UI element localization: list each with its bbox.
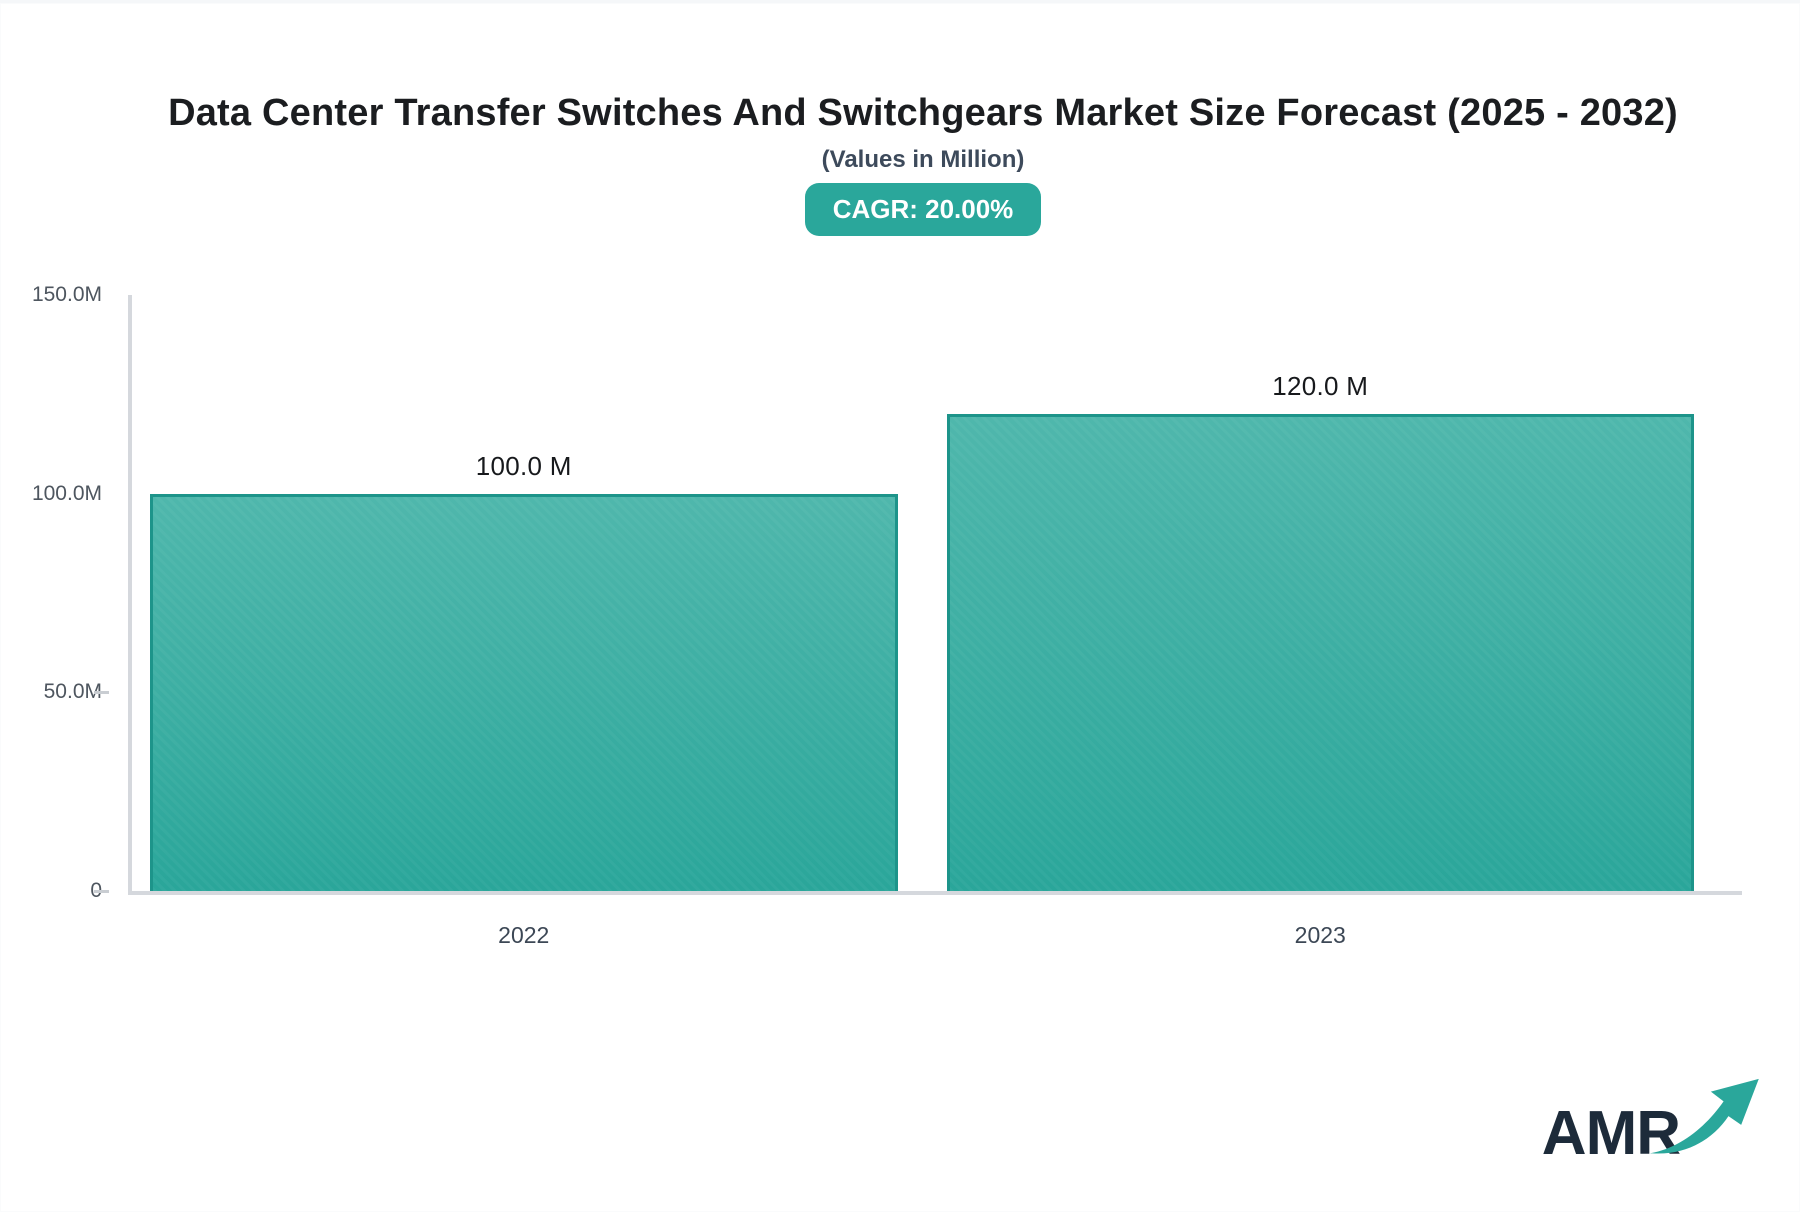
bar-2022[interactable] bbox=[150, 493, 898, 891]
chart-subtitle: (Values in Million) bbox=[821, 146, 1025, 173]
x-axis-label: 2023 bbox=[1294, 922, 1346, 948]
y-axis-line bbox=[128, 295, 132, 895]
bar-2023[interactable] bbox=[946, 414, 1694, 891]
bar-value-label: 120.0 M bbox=[1272, 371, 1369, 402]
bar-value-label: 100.0 M bbox=[475, 450, 572, 481]
x-axis-label: 2022 bbox=[498, 922, 550, 948]
y-axis-tick-label: 100.0M bbox=[31, 481, 102, 505]
chart-title: Data Center Transfer Switches And Switch… bbox=[168, 92, 1678, 134]
y-axis-tick-label: 0 bbox=[0, 878, 102, 904]
x-axis-line bbox=[128, 891, 1742, 895]
chart-header: Data Center Transfer Switches And Switch… bbox=[143, 88, 1703, 236]
bar-column-2022: 100.0 M 2022 bbox=[150, 295, 898, 948]
amr-logo: AMR bbox=[1541, 1075, 1764, 1168]
cagr-badge: CAGR: 20.00% bbox=[804, 183, 1042, 236]
y-axis-tick-mark bbox=[94, 690, 109, 694]
bar-series: 100.0 M 2022 120.0 M 2023 bbox=[150, 295, 1694, 948]
amr-logo-text: AMR bbox=[1541, 1099, 1681, 1168]
y-axis-tick-label: 50.0M bbox=[43, 680, 102, 704]
bar-column-2023: 120.0 M 2023 bbox=[946, 295, 1694, 948]
y-axis-tick-label: 150.0M bbox=[31, 283, 102, 306]
upward-trend-arrow-icon bbox=[1650, 1078, 1759, 1154]
plot-area: 100.0 M 2022 120.0 M 2023 150.0M 100.0M 50.0M… bbox=[32, 283, 1742, 948]
y-axis-tick-mark bbox=[94, 889, 109, 893]
